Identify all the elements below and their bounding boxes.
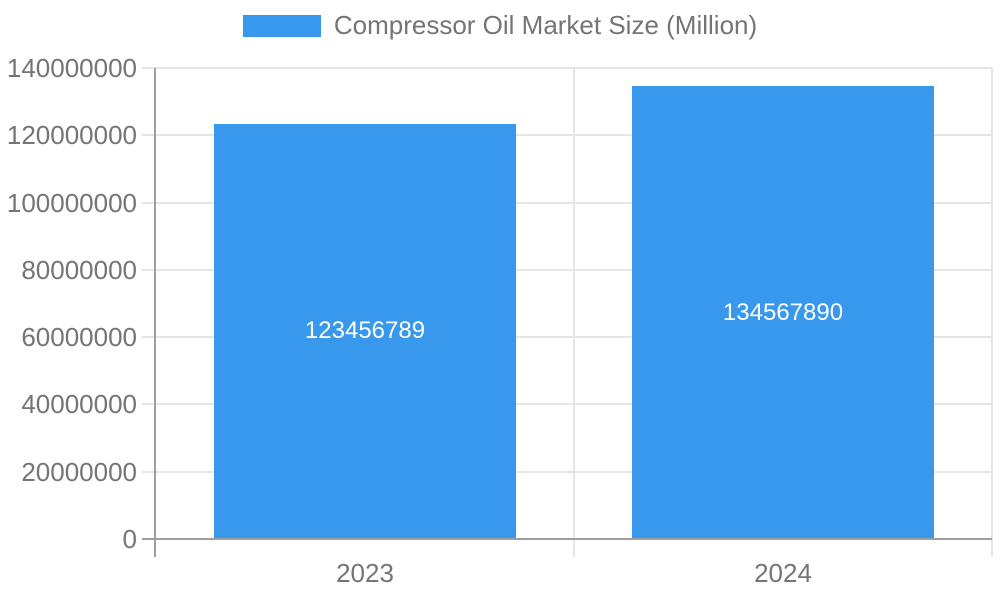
gridline [142,134,992,137]
gridline [142,67,992,69]
y-axis-label: 120000000 [6,120,137,151]
y-axis-label: 20000000 [21,456,137,487]
y-axis-label: 80000000 [21,254,137,285]
y-axis-label: 60000000 [21,322,137,353]
bar-2023[interactable]: 123456789 [214,123,516,539]
gridline [142,470,992,473]
bar-value-label: 134567890 [722,298,844,326]
plot-right-border-line [991,68,993,557]
y-axis-line [154,68,156,557]
legend[interactable]: Compressor Oil Market Size (Million) [0,10,1000,41]
x-axis-label: 2024 [754,558,812,588]
bar-2024[interactable]: 134567890 [632,86,934,539]
gridline [142,403,992,406]
y-axis-label: 100000000 [6,187,137,218]
bar-value-label: 123456789 [304,317,426,345]
legend-swatch [242,14,321,37]
gridline [142,268,992,271]
y-axis-label: 40000000 [21,389,137,420]
legend-label: Compressor Oil Market Size (Million) [333,10,758,40]
x-axis-line [142,538,992,540]
gridline [142,336,992,339]
y-axis-label: 0 [122,524,137,554]
category-separator-line [573,68,575,557]
gridline [142,201,992,204]
y-axis-label: 140000000 [6,53,137,83]
x-axis-label: 2023 [336,558,394,588]
